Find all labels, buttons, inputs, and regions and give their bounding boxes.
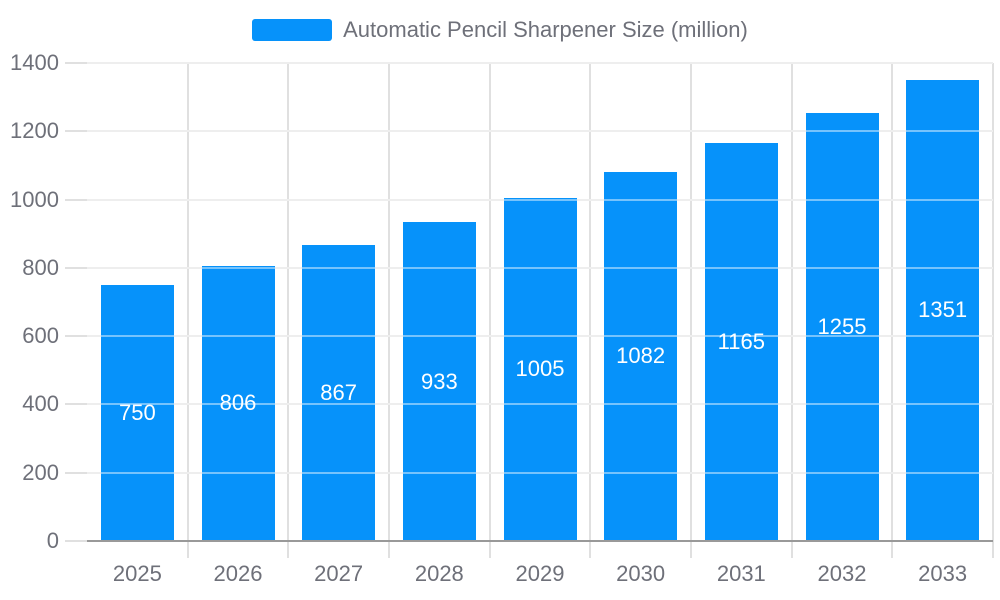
y-gridline-overlay bbox=[87, 198, 993, 201]
y-tick-label: 1200 bbox=[10, 118, 59, 144]
bar-value-label: 867 bbox=[320, 379, 358, 405]
bar[interactable] bbox=[402, 222, 476, 541]
bar[interactable] bbox=[906, 79, 980, 541]
x-tick-label: 2031 bbox=[716, 561, 766, 586]
x-tick-label: 2030 bbox=[616, 561, 666, 586]
bar[interactable] bbox=[201, 265, 275, 541]
bar-value-label: 1082 bbox=[616, 343, 666, 369]
x-gridline bbox=[488, 63, 491, 558]
y-gridline-overlay bbox=[87, 471, 993, 474]
y-tick-label: 0 bbox=[46, 528, 59, 553]
y-tick-label: 800 bbox=[22, 254, 59, 280]
y-tick-label: 1000 bbox=[10, 186, 59, 212]
x-tick-label: 2026 bbox=[213, 561, 263, 586]
bar[interactable] bbox=[604, 171, 678, 541]
legend-swatch bbox=[252, 19, 333, 41]
x-gridline bbox=[790, 63, 793, 558]
y-tick-label: 400 bbox=[22, 391, 59, 417]
y-gridline-overlay bbox=[87, 403, 993, 406]
x-tick-label: 2033 bbox=[918, 561, 968, 586]
x-tick-label: 2032 bbox=[817, 561, 867, 586]
y-gridline-overlay bbox=[87, 335, 993, 338]
y-gridline bbox=[87, 62, 993, 64]
y-gridline bbox=[87, 130, 993, 133]
x-axis-line bbox=[87, 540, 993, 542]
y-tick-label: 600 bbox=[22, 323, 59, 349]
y-tick bbox=[65, 62, 87, 64]
bar[interactable] bbox=[100, 284, 174, 541]
y-tick bbox=[65, 130, 87, 133]
y-tick bbox=[65, 471, 87, 474]
bar-value-label: 750 bbox=[118, 399, 156, 425]
bar[interactable] bbox=[704, 143, 778, 541]
bar-value-label: 933 bbox=[420, 368, 458, 394]
y-gridline-overlay bbox=[87, 130, 993, 133]
x-tick-label: 2027 bbox=[314, 561, 364, 586]
y-tick-label: 1400 bbox=[10, 50, 59, 75]
legend[interactable]: Automatic Pencil Sharpener Size (million… bbox=[0, 15, 1000, 45]
bar[interactable] bbox=[503, 197, 577, 541]
legend-label: Automatic Pencil Sharpener Size (million… bbox=[343, 17, 748, 42]
x-tick-label: 2029 bbox=[515, 561, 565, 586]
bar-value-label: 1351 bbox=[918, 297, 968, 323]
bar[interactable] bbox=[302, 244, 376, 541]
y-tick bbox=[65, 403, 87, 406]
x-gridline bbox=[589, 63, 592, 558]
x-gridline bbox=[287, 63, 290, 558]
y-tick bbox=[65, 198, 87, 201]
bar-value-label: 1255 bbox=[817, 313, 867, 339]
y-gridline-overlay bbox=[87, 266, 993, 269]
bar-value-label: 1165 bbox=[717, 329, 765, 355]
x-gridline bbox=[690, 63, 692, 558]
x-tick-label: 2028 bbox=[414, 561, 464, 586]
x-gridline bbox=[388, 63, 390, 558]
x-gridline bbox=[186, 63, 189, 558]
plot-area: 0 200 400 600 800 1000 1200 1400 750 2025 806 2026 8… bbox=[10, 50, 994, 586]
x-tick-label: 2025 bbox=[112, 561, 162, 586]
x-gridline bbox=[891, 63, 894, 558]
y-tick bbox=[65, 335, 87, 338]
bar-value-label: 1005 bbox=[515, 356, 565, 382]
x-gridline bbox=[992, 63, 994, 558]
y-tick bbox=[65, 266, 87, 269]
y-tick bbox=[65, 540, 87, 542]
y-gridline-overlay bbox=[87, 62, 993, 64]
bar-value-label: 806 bbox=[219, 390, 257, 416]
y-tick-label: 200 bbox=[22, 459, 59, 485]
bar[interactable] bbox=[805, 112, 879, 541]
